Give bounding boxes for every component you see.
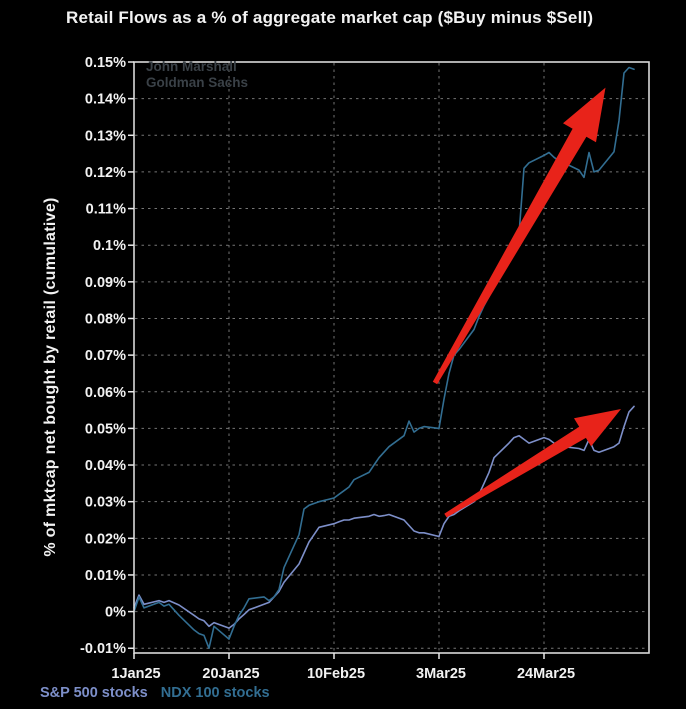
y-tick-label: 0.05% — [85, 421, 126, 437]
y-tick-label: 0.02% — [85, 531, 126, 547]
legend-ndx100-stocks: NDX 100 stocks — [160, 685, 270, 701]
x-tick-label: 3Mar25 — [416, 666, 466, 682]
y-axis-title: % of mktcap net bought by retail (cumula… — [42, 197, 59, 557]
y-tick-label: 0.03% — [85, 495, 126, 511]
y-tick-label: 0.15% — [85, 55, 126, 71]
chart-title: Retail Flows as a % of aggregate market … — [66, 8, 594, 27]
y-tick-label: 0.04% — [85, 458, 126, 474]
watermark-author: John Marshall — [146, 59, 237, 74]
series-line-ndx-100-stocks — [133, 66, 635, 650]
legend-sp500-stocks: S&P 500 stocks — [40, 685, 148, 701]
y-tick-label: 0.11% — [86, 202, 126, 218]
plot-frame — [133, 61, 650, 654]
y-tick-label: 0.14% — [85, 92, 126, 108]
x-tick-label: 20Jan25 — [202, 666, 259, 682]
watermark-firm: Goldman Sachs — [146, 75, 249, 90]
series-line-s-p-500-stocks — [133, 405, 635, 629]
x-tick-label: 24Mar25 — [517, 666, 575, 682]
legend: S&P 500 stocks NDX 100 stocks — [40, 685, 279, 701]
y-tick-label: -0.01% — [80, 641, 126, 657]
y-tick-label: 0% — [105, 605, 126, 621]
y-tick-label: 0.07% — [85, 348, 126, 364]
annotation-arrow-lower — [444, 409, 621, 518]
annotation-arrow-upper — [432, 87, 606, 385]
y-tick-label: 0.08% — [85, 311, 126, 327]
y-tick-label: 0.12% — [85, 165, 126, 181]
y-tick-label: 0.1% — [93, 238, 126, 254]
y-tick-label: 0.13% — [85, 128, 126, 144]
watermark: John Marshall Goldman Sachs — [146, 59, 248, 91]
y-tick-label: 0.01% — [85, 568, 126, 584]
x-tick-label: 10Feb25 — [307, 666, 365, 682]
y-tick-label: 0.09% — [85, 275, 126, 291]
y-tick-label: 0.06% — [85, 385, 126, 401]
x-tick-label: 1Jan25 — [111, 666, 160, 682]
